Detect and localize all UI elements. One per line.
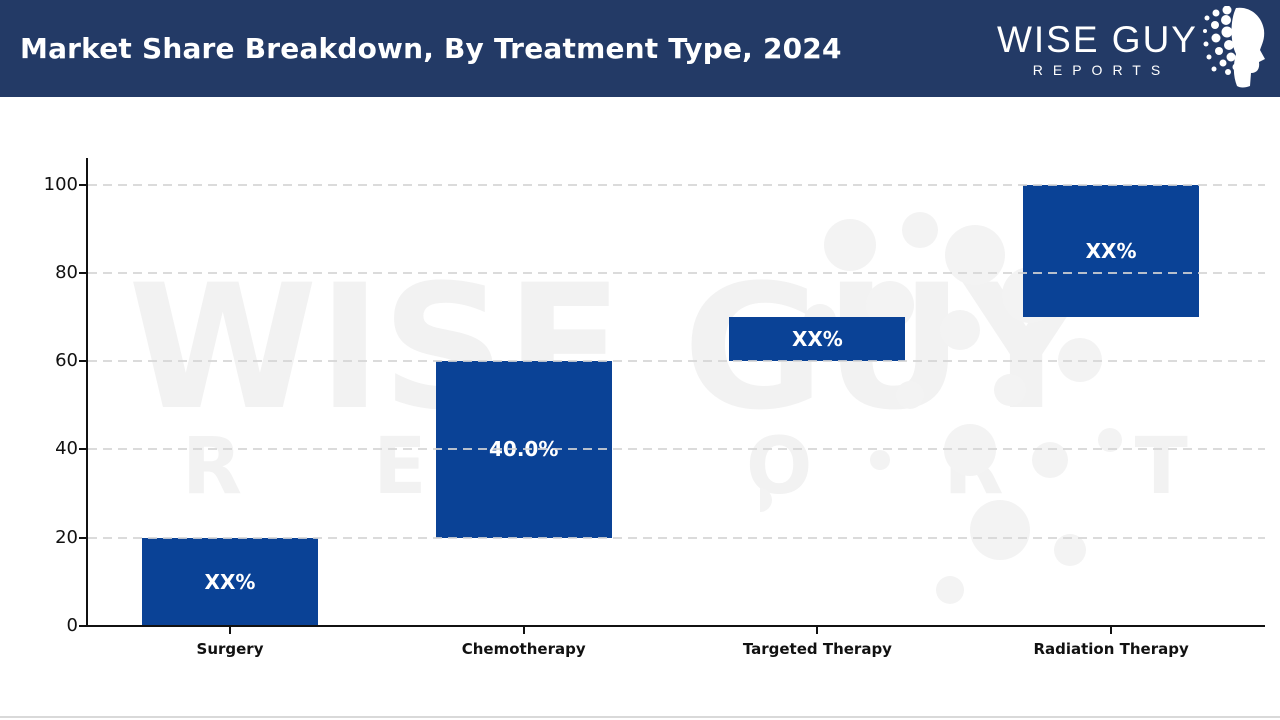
x-tick-mark	[522, 627, 525, 634]
x-axis	[86, 625, 1265, 627]
gridline	[88, 183, 1265, 186]
y-tick-label: 40	[55, 438, 78, 460]
page-title: Market Share Breakdown, By Treatment Typ…	[20, 32, 842, 65]
y-tick-label: 0	[66, 615, 78, 636]
y-axis	[86, 158, 88, 626]
y-tick-label: 60	[55, 350, 78, 372]
y-tick-mark	[79, 625, 87, 627]
y-tick-label: 20	[55, 526, 78, 548]
bar-value-label: XX%	[1085, 238, 1137, 263]
y-tick-mark	[79, 448, 87, 451]
x-tick-mark	[229, 627, 231, 634]
x-tick-mark	[1110, 627, 1113, 634]
bottom-divider	[0, 716, 1280, 718]
y-tick-mark	[79, 536, 87, 539]
bar-surgery: XX%	[142, 537, 318, 626]
logo-wordmark: WISE GUY	[996, 18, 1198, 60]
header-bar: Market Share Breakdown, By Treatment Typ…	[0, 0, 1280, 97]
head-dots-icon	[1200, 5, 1266, 92]
y-tick-label: 80	[55, 261, 78, 283]
logo-subtitle: REPORTS	[1032, 61, 1171, 78]
x-tick-label: Radiation Therapy	[1033, 640, 1189, 658]
x-tick-label: Chemotherapy	[461, 640, 586, 658]
bar-value-label: XX%	[204, 569, 256, 594]
x-tick-label: Targeted Therapy	[742, 640, 892, 658]
y-tick-mark	[79, 271, 87, 274]
watermark-subtitle: R E P O R T S	[182, 422, 1280, 512]
bar-value-label: XX%	[791, 327, 843, 351]
y-tick-mark	[79, 360, 87, 363]
x-tick-label: Surgery	[196, 640, 264, 658]
logo-text: WISE GUY REPORTS	[997, 21, 1198, 77]
gridline	[88, 271, 1265, 274]
y-tick-label: 100	[43, 173, 78, 195]
wise-guy-reports-logo: WISE GUY REPORTS	[997, 5, 1280, 92]
x-tick-mark	[816, 627, 819, 634]
gridline	[88, 448, 1265, 451]
plot-area: 0 20 40 60 80 100 XX% Surgery 40.0% Chemotherapy X…	[0, 97, 1280, 717]
bar-targeted-therapy: XX%	[729, 316, 906, 362]
gridline	[88, 360, 1265, 363]
gridline	[88, 536, 1265, 539]
bar-radiation-therapy: XX%	[1023, 184, 1200, 317]
y-tick-mark	[79, 183, 87, 186]
